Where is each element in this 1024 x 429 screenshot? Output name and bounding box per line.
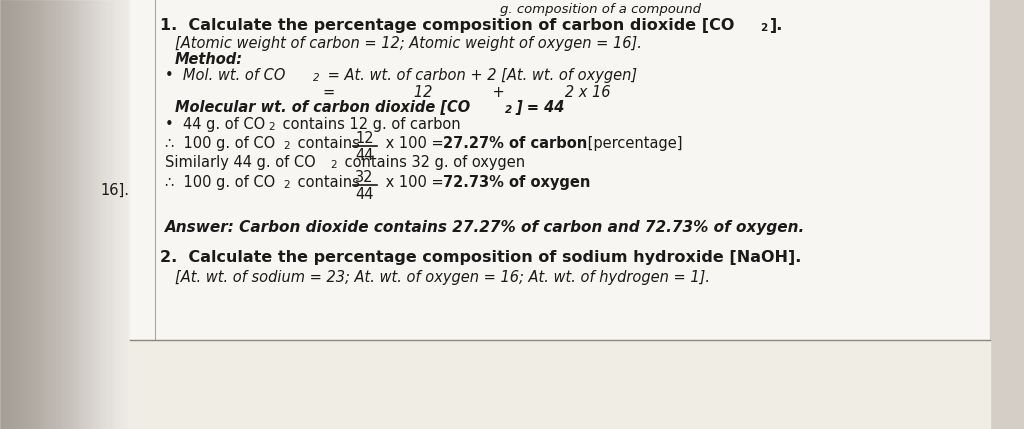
Text: 16].: 16]. — [100, 183, 129, 198]
Bar — [130, 0, 990, 429]
Text: 44: 44 — [355, 187, 374, 202]
Text: ] = 44: ] = 44 — [515, 100, 564, 115]
Text: Similarly 44 g. of CO: Similarly 44 g. of CO — [165, 155, 315, 170]
Text: 44: 44 — [355, 148, 374, 163]
Text: ].: ]. — [770, 18, 783, 33]
Text: Method:: Method: — [175, 52, 243, 67]
Text: [percentage]: [percentage] — [583, 136, 683, 151]
Text: Molecular wt. of carbon dioxide [CO: Molecular wt. of carbon dioxide [CO — [175, 100, 470, 115]
Text: x 100 =: x 100 = — [381, 136, 449, 151]
Text: contains 12 g. of carbon: contains 12 g. of carbon — [278, 117, 461, 132]
Text: 2: 2 — [330, 160, 337, 170]
Text: •  44 g. of CO: • 44 g. of CO — [165, 117, 265, 132]
Text: 2: 2 — [283, 141, 290, 151]
Text: = At. wt. of carbon + 2 [At. wt. of oxygen]: = At. wt. of carbon + 2 [At. wt. of oxyg… — [323, 68, 637, 83]
Text: ∴  100 g. of CO: ∴ 100 g. of CO — [165, 136, 275, 151]
Text: 32: 32 — [355, 170, 374, 185]
Text: 12: 12 — [355, 131, 374, 146]
Text: [At. wt. of sodium = 23; At. wt. of oxygen = 16; At. wt. of hydrogen = 1].: [At. wt. of sodium = 23; At. wt. of oxyg… — [175, 270, 710, 285]
Text: Answer: Carbon dioxide contains 27.27% of carbon and 72.73% of oxygen.: Answer: Carbon dioxide contains 27.27% o… — [165, 220, 805, 235]
Text: =                 12             +             2 x 16: = 12 + 2 x 16 — [323, 85, 610, 100]
Text: x 100 =: x 100 = — [381, 175, 449, 190]
Text: •  Mol. wt. of CO: • Mol. wt. of CO — [165, 68, 286, 83]
Bar — [990, 0, 1024, 429]
Text: 1.  Calculate the percentage composition of carbon dioxide [CO: 1. Calculate the percentage composition … — [160, 18, 734, 33]
Text: 2: 2 — [268, 122, 274, 132]
Text: contains: contains — [293, 136, 359, 151]
Text: 2: 2 — [313, 73, 319, 83]
Text: g. composition of a compound: g. composition of a compound — [500, 3, 700, 16]
Text: 2: 2 — [283, 180, 290, 190]
Bar — [130, 340, 990, 429]
Text: 2.  Calculate the percentage composition of sodium hydroxide [NaOH].: 2. Calculate the percentage composition … — [160, 250, 802, 265]
Text: 2: 2 — [505, 105, 512, 115]
Text: [Atomic weight of carbon = 12; Atomic weight of oxygen = 16].: [Atomic weight of carbon = 12; Atomic we… — [175, 36, 642, 51]
Text: contains 32 g. of oxygen: contains 32 g. of oxygen — [340, 155, 525, 170]
Text: 2: 2 — [760, 23, 767, 33]
Text: 72.73% of oxygen: 72.73% of oxygen — [443, 175, 591, 190]
Text: contains: contains — [293, 175, 359, 190]
Text: 27.27% of carbon: 27.27% of carbon — [443, 136, 587, 151]
Text: ∴  100 g. of CO: ∴ 100 g. of CO — [165, 175, 275, 190]
